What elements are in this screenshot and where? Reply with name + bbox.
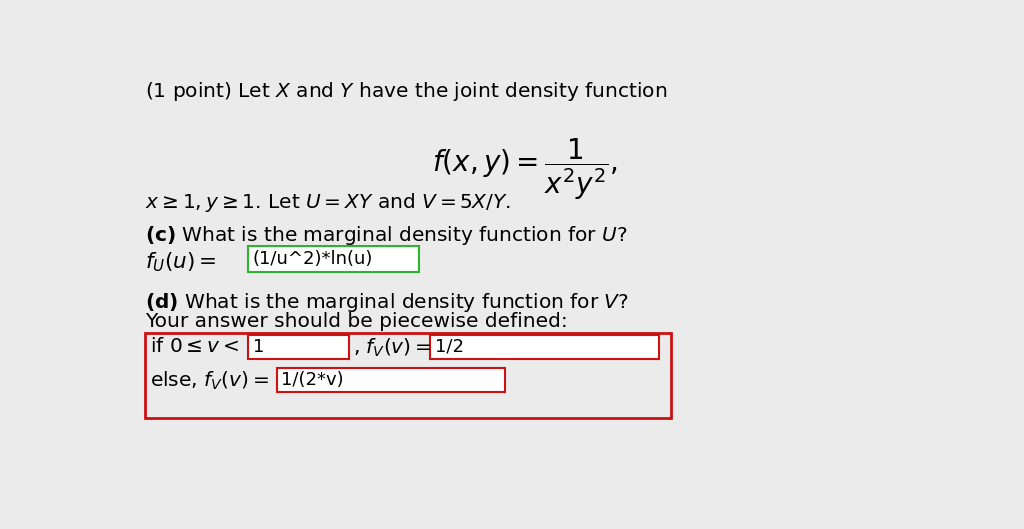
Text: 1/(2*v): 1/(2*v) [282,371,344,389]
Text: $\bf{(d)}$ What is the marginal density function for $V$?: $\bf{(d)}$ What is the marginal density … [145,290,629,314]
Text: (1/u^2)*ln(u): (1/u^2)*ln(u) [253,250,373,268]
Text: Your answer should be piecewise defined:: Your answer should be piecewise defined: [145,312,567,331]
Text: 1: 1 [253,338,264,356]
Text: $f_U(u) =$: $f_U(u) =$ [145,251,216,274]
FancyBboxPatch shape [248,334,349,359]
Text: 1/2: 1/2 [435,338,464,356]
Text: if $0 \leq v <$: if $0 \leq v <$ [150,337,239,356]
FancyBboxPatch shape [248,246,419,272]
Text: else, $f_V(v) =$: else, $f_V(v) =$ [150,370,269,392]
FancyBboxPatch shape [430,334,658,359]
Text: , $f_V(v) =$: , $f_V(v) =$ [352,337,431,359]
Text: $x \geq 1, y \geq 1$. Let $U = XY$ and $V = 5X/Y$.: $x \geq 1, y \geq 1$. Let $U = XY$ and $… [145,190,511,214]
FancyBboxPatch shape [145,333,671,418]
Text: $\bf{(c)}$ What is the marginal density function for $U$?: $\bf{(c)}$ What is the marginal density … [145,224,628,247]
FancyBboxPatch shape [276,368,506,393]
Text: $f(x, y) = \dfrac{1}{x^2y^2},$: $f(x, y) = \dfrac{1}{x^2y^2},$ [432,136,617,202]
Text: (1 point) Let $X$ and $Y$ have the joint density function: (1 point) Let $X$ and $Y$ have the joint… [145,80,668,104]
